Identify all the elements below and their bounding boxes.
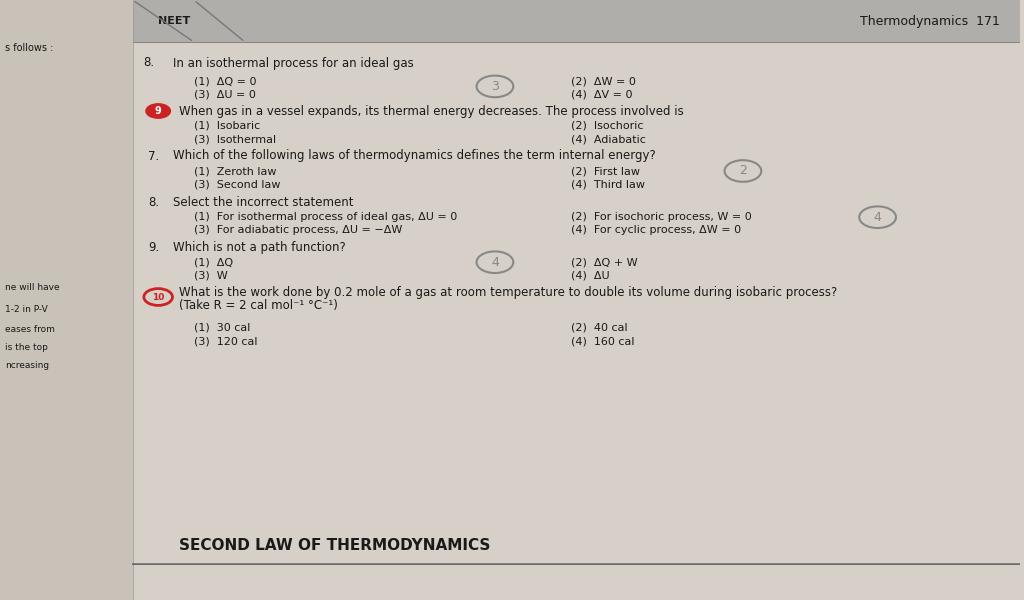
- Text: (2)  40 cal: (2) 40 cal: [571, 322, 628, 332]
- Text: 4: 4: [490, 256, 499, 269]
- Text: (1)  30 cal: (1) 30 cal: [194, 322, 250, 332]
- Text: In an isothermal process for an ideal gas: In an isothermal process for an ideal ga…: [173, 56, 415, 70]
- Text: (1)  For isothermal process of ideal gas, ΔU = 0: (1) For isothermal process of ideal gas,…: [194, 212, 457, 222]
- Text: (1)  ΔQ = 0: (1) ΔQ = 0: [194, 76, 256, 86]
- Text: 9: 9: [155, 106, 162, 116]
- Text: (3)  120 cal: (3) 120 cal: [194, 337, 257, 347]
- Text: NEET: NEET: [158, 16, 190, 26]
- Text: (3)  W: (3) W: [194, 271, 227, 280]
- Text: 10: 10: [152, 292, 165, 301]
- Text: 8.: 8.: [148, 196, 159, 209]
- Text: (4)  For cyclic process, ΔW = 0: (4) For cyclic process, ΔW = 0: [571, 226, 741, 235]
- Text: 3: 3: [490, 80, 499, 93]
- Text: is the top: is the top: [5, 343, 48, 352]
- FancyBboxPatch shape: [0, 0, 133, 600]
- Text: 4: 4: [873, 211, 882, 224]
- Text: (4)  Third law: (4) Third law: [571, 179, 645, 189]
- Text: 1-2 in P-V: 1-2 in P-V: [5, 304, 48, 313]
- Text: SECOND LAW OF THERMODYNAMICS: SECOND LAW OF THERMODYNAMICS: [178, 539, 489, 553]
- Text: ne will have: ne will have: [5, 283, 59, 292]
- Text: (4)  Adiabatic: (4) Adiabatic: [571, 134, 646, 144]
- Text: (4)  160 cal: (4) 160 cal: [571, 337, 635, 347]
- Text: Which of the following laws of thermodynamics defines the term internal energy?: Which of the following laws of thermodyn…: [173, 149, 656, 163]
- Text: eases from: eases from: [5, 325, 55, 335]
- Circle shape: [146, 104, 170, 118]
- Text: (1)  ΔQ: (1) ΔQ: [194, 257, 233, 267]
- Text: (1)  Zeroth law: (1) Zeroth law: [194, 166, 276, 176]
- Text: (2)  ΔQ + W: (2) ΔQ + W: [571, 257, 638, 267]
- Text: (3)  Isothermal: (3) Isothermal: [194, 134, 276, 144]
- Text: ncreasing: ncreasing: [5, 361, 49, 370]
- Text: What is the work done by 0.2 mole of a gas at room temperature to double its vol: What is the work done by 0.2 mole of a g…: [178, 286, 837, 299]
- Text: When gas in a vessel expands, its thermal energy decreases. The process involved: When gas in a vessel expands, its therma…: [178, 104, 683, 118]
- Text: (4)  ΔV = 0: (4) ΔV = 0: [571, 89, 633, 99]
- Text: (2)  Isochoric: (2) Isochoric: [571, 121, 644, 131]
- Text: (3)  ΔU = 0: (3) ΔU = 0: [194, 89, 256, 99]
- Text: (2)  ΔW = 0: (2) ΔW = 0: [571, 76, 636, 86]
- Text: (2)  First law: (2) First law: [571, 166, 640, 176]
- Text: 9.: 9.: [148, 241, 159, 254]
- Text: (4)  ΔU: (4) ΔU: [571, 271, 610, 280]
- Text: Which is not a path function?: Which is not a path function?: [173, 241, 346, 254]
- Text: (1)  Isobaric: (1) Isobaric: [194, 121, 260, 131]
- FancyBboxPatch shape: [133, 0, 1021, 42]
- Text: (Take R = 2 cal mol⁻¹ °C⁻¹): (Take R = 2 cal mol⁻¹ °C⁻¹): [178, 299, 338, 313]
- Text: 2: 2: [739, 164, 746, 178]
- Text: 8.: 8.: [143, 56, 154, 70]
- Text: (3)  For adiabatic process, ΔU = −ΔW: (3) For adiabatic process, ΔU = −ΔW: [194, 226, 402, 235]
- Text: (2)  For isochoric process, W = 0: (2) For isochoric process, W = 0: [571, 212, 753, 222]
- Text: 7.: 7.: [148, 149, 159, 163]
- Text: Thermodynamics  171: Thermodynamics 171: [860, 14, 1000, 28]
- Text: Select the incorrect statement: Select the incorrect statement: [173, 196, 354, 209]
- Text: s follows :: s follows :: [5, 43, 53, 53]
- Text: (3)  Second law: (3) Second law: [194, 179, 281, 189]
